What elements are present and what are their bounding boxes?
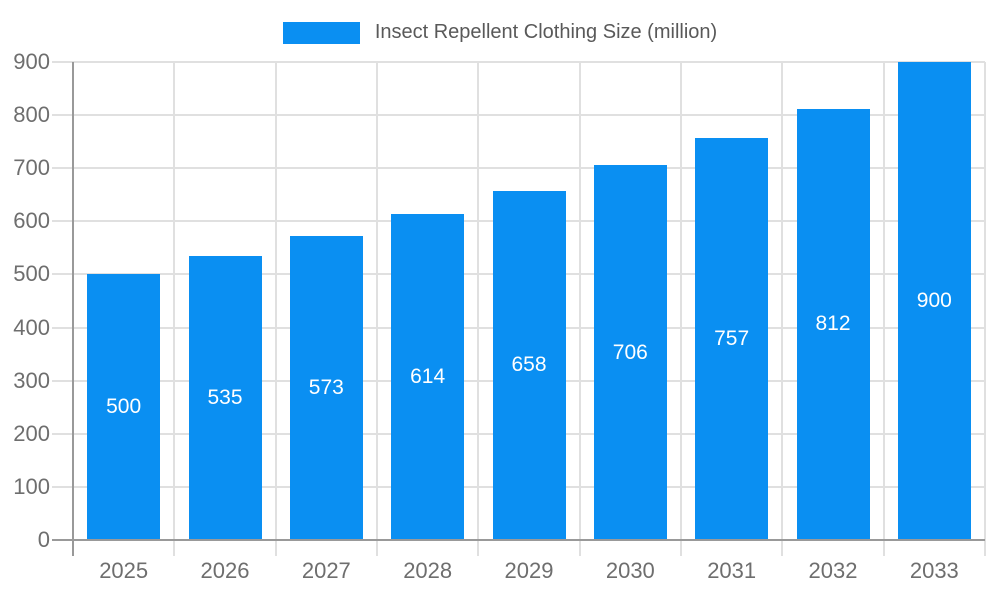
y-tick-label: 400	[13, 314, 50, 340]
y-tick-label: 600	[13, 208, 50, 234]
bar: 706	[593, 165, 667, 540]
x-tick-label: 2026	[200, 558, 250, 583]
y-tick-label: 900	[13, 49, 50, 74]
bar-value-label: 573	[308, 375, 344, 399]
x-grid-line	[376, 62, 378, 556]
bar: 573	[289, 235, 363, 540]
bar: 500	[87, 274, 161, 540]
y-tick-label: 200	[13, 420, 50, 446]
bar: 900	[897, 62, 971, 540]
x-axis-line	[52, 539, 985, 541]
x-tick-label: 2031	[707, 558, 757, 583]
x-grid-line	[477, 62, 480, 556]
x-grid-line	[173, 62, 176, 556]
x-tick-label: 2028	[403, 558, 453, 583]
legend-swatch	[282, 21, 360, 44]
x-grid-line	[578, 62, 581, 556]
y-tick-label: 0	[37, 527, 50, 552]
y-tick-label: 800	[13, 102, 50, 128]
x-grid-line	[984, 62, 986, 556]
y-axis-line	[72, 62, 74, 556]
x-tick-label: 2027	[301, 558, 351, 583]
x-tick-label: 2032	[808, 558, 858, 583]
legend: Insect Repellent Clothing Size (million)	[0, 21, 1000, 44]
x-grid-line	[882, 62, 885, 556]
x-grid-line	[274, 62, 277, 556]
x-tick-label: 2029	[504, 558, 554, 583]
bar-value-label: 658	[511, 353, 547, 377]
bar-value-label: 812	[815, 312, 851, 336]
legend-label: Insect Repellent Clothing Size (million)	[374, 21, 718, 43]
bar: 535	[188, 255, 262, 540]
bar: 614	[391, 213, 465, 540]
bar: 658	[492, 190, 566, 540]
bar: 757	[695, 137, 769, 540]
bar-value-label: 706	[612, 340, 648, 364]
x-grid-line	[680, 62, 682, 556]
y-grid-line	[52, 61, 985, 63]
y-tick-label: 100	[13, 473, 50, 499]
bar-value-label: 614	[410, 364, 446, 388]
x-tick-label: 2025	[99, 558, 149, 583]
bar-value-label: 757	[714, 326, 750, 350]
y-tick-label: 700	[13, 155, 50, 181]
bar: 812	[796, 108, 870, 540]
x-tick-label: 2030	[605, 558, 655, 583]
bar-value-label: 500	[106, 395, 142, 419]
y-tick-label: 300	[13, 367, 50, 393]
x-tick-label: 2033	[909, 558, 959, 583]
y-tick-label: 500	[13, 261, 50, 287]
bar-value-label: 900	[916, 289, 952, 312]
y-grid-line	[52, 114, 985, 117]
y-grid-line	[52, 167, 985, 170]
x-grid-line	[781, 62, 784, 556]
bar-value-label: 535	[207, 385, 243, 409]
